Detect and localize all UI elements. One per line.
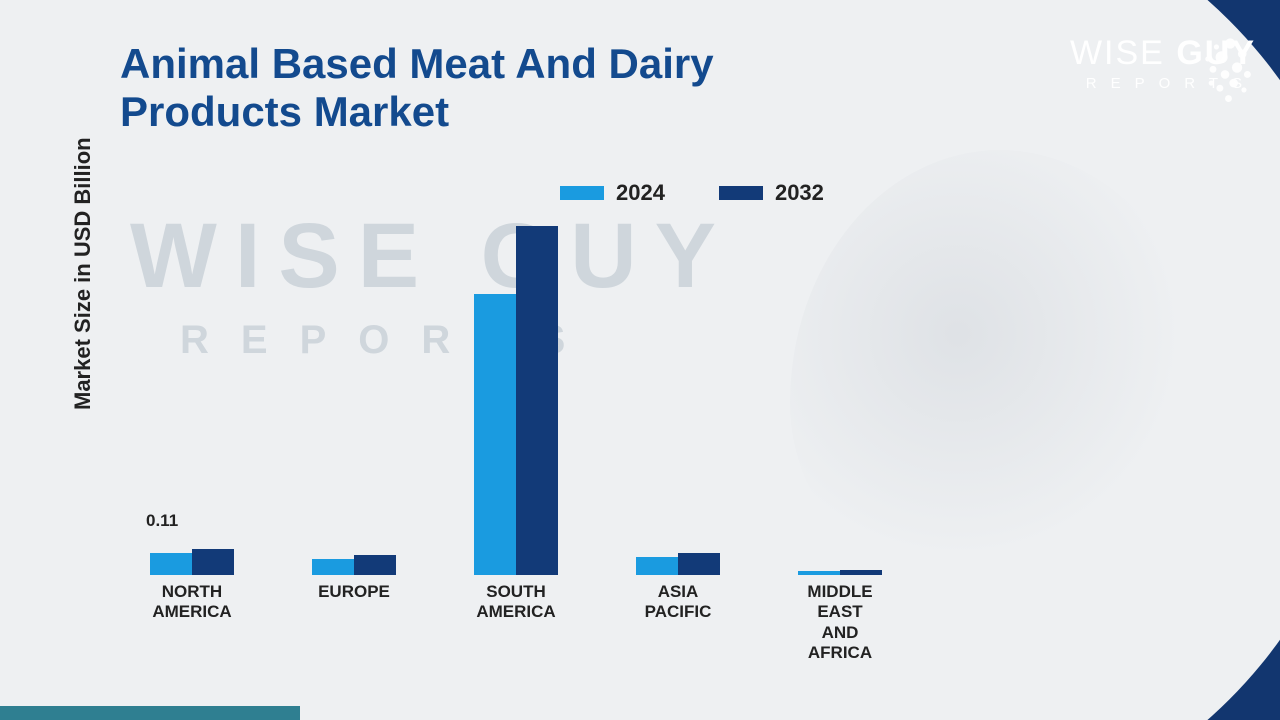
bar-2032 xyxy=(192,549,234,575)
x-axis-label: MIDDLEEASTANDAFRICA xyxy=(770,582,910,664)
legend: 2024 2032 xyxy=(560,180,824,206)
bar-value-label: 0.11 xyxy=(146,511,178,531)
legend-item-2032: 2032 xyxy=(719,180,824,206)
legend-label-2024: 2024 xyxy=(616,180,665,206)
legend-swatch-2024 xyxy=(560,186,604,200)
bar-2024 xyxy=(312,559,354,575)
bar-group xyxy=(150,549,234,575)
legend-item-2024: 2024 xyxy=(560,180,665,206)
x-axis-label: SOUTHAMERICA xyxy=(446,582,586,623)
bar-2024 xyxy=(150,553,192,575)
bottom-accent-bar xyxy=(0,706,300,720)
bar-group xyxy=(474,226,558,575)
legend-swatch-2032 xyxy=(719,186,763,200)
bar-group xyxy=(636,553,720,575)
x-axis-label: ASIAPACIFIC xyxy=(608,582,748,623)
plot-area: 0.11 xyxy=(110,215,930,575)
chart-stage: WISE GUY REPORTS Animal Based Meat And D… xyxy=(0,0,1280,720)
bar-2032 xyxy=(678,553,720,575)
brand-logo: WISE GUY REPORTS xyxy=(1070,34,1256,92)
bar-group xyxy=(798,570,882,575)
bar-2032 xyxy=(516,226,558,575)
x-axis-label: EUROPE xyxy=(284,582,424,602)
chart-title: Animal Based Meat And Dairy Products Mar… xyxy=(120,40,760,137)
bar-2024 xyxy=(474,294,516,575)
logo-word-wise: WISE xyxy=(1070,34,1165,72)
y-axis-label: Market Size in USD Billion xyxy=(70,137,96,410)
x-axis-label: NORTHAMERICA xyxy=(122,582,262,623)
bar-2024 xyxy=(798,571,840,575)
bar-group xyxy=(312,555,396,575)
bar-2032 xyxy=(840,570,882,575)
bar-2024 xyxy=(636,557,678,575)
legend-label-2032: 2032 xyxy=(775,180,824,206)
bar-2032 xyxy=(354,555,396,575)
brain-dots-icon xyxy=(1170,28,1256,114)
